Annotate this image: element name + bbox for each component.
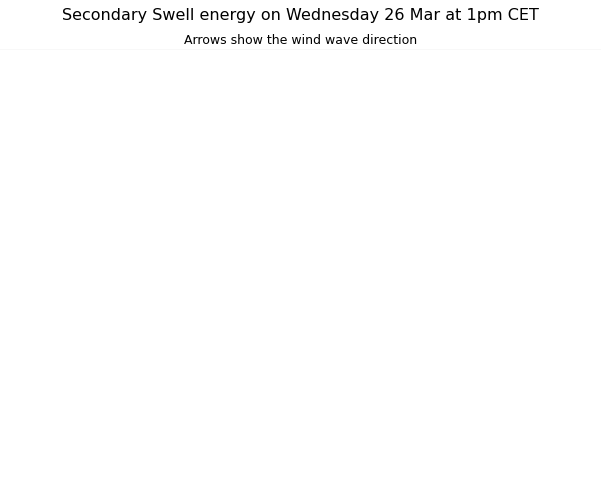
Text: Secondary Swell energy on Wednesday 26 Mar at 1pm CET: Secondary Swell energy on Wednesday 26 M…	[62, 8, 539, 23]
Text: Cartopy required for map rendering: Cartopy required for map rendering	[176, 270, 425, 284]
Text: Arrows show the wind wave direction: Arrows show the wind wave direction	[184, 34, 417, 47]
